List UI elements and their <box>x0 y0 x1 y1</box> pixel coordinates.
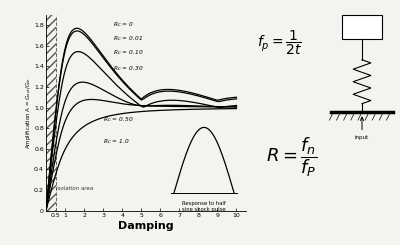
Text: $R_C$ = 0.50: $R_C$ = 0.50 <box>103 115 134 124</box>
Text: $R_C$ = 0.10: $R_C$ = 0.10 <box>113 49 143 57</box>
Text: $R_C$ = 0.01: $R_C$ = 0.01 <box>113 34 143 43</box>
Text: $R = \dfrac{f_n}{f_P}$: $R = \dfrac{f_n}{f_P}$ <box>266 136 318 179</box>
Text: Response to half
sine shock pulse: Response to half sine shock pulse <box>182 201 226 212</box>
Text: $f_p = \dfrac{1}{2t}$: $f_p = \dfrac{1}{2t}$ <box>257 28 302 57</box>
Text: $R_C$ = 0: $R_C$ = 0 <box>113 21 134 29</box>
Text: $R_C$ = 1.0: $R_C$ = 1.0 <box>103 137 130 146</box>
Bar <box>342 14 382 39</box>
Text: $R_C$ = 0.30: $R_C$ = 0.30 <box>113 64 143 73</box>
Text: isolation area: isolation area <box>56 185 94 191</box>
Y-axis label: Amplification A = $G_{out}/G_{in}$: Amplification A = $G_{out}/G_{in}$ <box>24 77 33 148</box>
X-axis label: Damping: Damping <box>118 220 174 231</box>
Text: input: input <box>355 135 369 140</box>
Bar <box>46 15 56 211</box>
